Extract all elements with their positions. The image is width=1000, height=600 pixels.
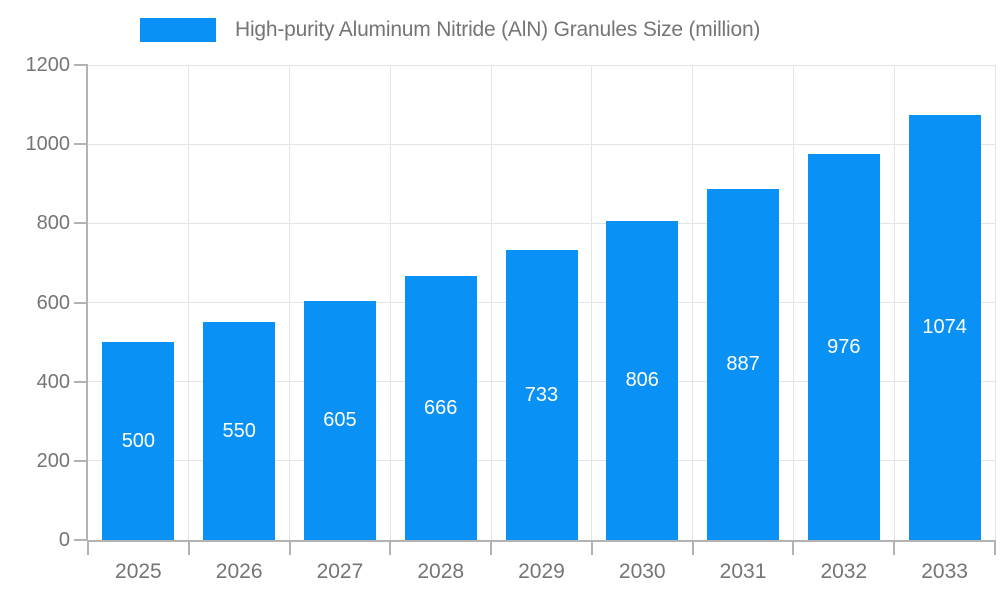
x-axis-tick-label: 2025 [115, 560, 162, 583]
legend-swatch-icon [140, 18, 216, 42]
bar-value-label: 887 [726, 353, 760, 376]
y-axis-tick [74, 143, 88, 146]
x-axis-tick-label: 2033 [921, 560, 968, 583]
v-gridline [994, 65, 996, 540]
bar-value-label: 500 [121, 430, 156, 453]
x-axis-tick [994, 540, 996, 555]
legend-label: High-purity Aluminum Nitride (AlN) Granu… [235, 18, 761, 41]
y-axis-tick [74, 539, 88, 541]
bar-value-label: 1074 [922, 316, 967, 339]
bar-value-label: 806 [625, 369, 659, 392]
bar-2028[interactable] [404, 276, 477, 540]
bar-value-label: 605 [323, 409, 357, 432]
legend-item[interactable]: High-purity Aluminum Nitride (AlN) Granu… [140, 18, 760, 42]
bar-value-label: 550 [222, 420, 256, 443]
y-axis-tick [74, 380, 88, 383]
y-axis-tick-label: 400 [36, 370, 70, 393]
bar-value-label: 976 [827, 335, 861, 358]
v-gridline [792, 65, 794, 540]
x-axis-tick-label: 2030 [618, 560, 666, 583]
v-gridline [893, 65, 895, 540]
y-axis-line [86, 65, 88, 540]
v-gridline [692, 65, 694, 540]
bar-2027[interactable] [303, 300, 376, 540]
h-gridline [88, 143, 995, 145]
h-gridline [88, 64, 995, 66]
x-axis-tick [87, 540, 89, 555]
y-axis-tick [74, 301, 88, 304]
x-axis-tick [187, 540, 190, 555]
x-axis-tick-label: 2032 [820, 560, 868, 583]
bar-2032[interactable] [807, 153, 880, 540]
x-axis-tick-label: 2029 [518, 560, 565, 583]
x-axis-tick-label: 2031 [719, 560, 767, 583]
x-axis-tick-label: 2027 [316, 560, 364, 583]
v-gridline [289, 65, 291, 540]
x-axis-tick [792, 540, 795, 555]
v-gridline [389, 65, 391, 540]
bar-2029[interactable] [505, 249, 578, 540]
bar-value-label: 733 [524, 383, 559, 406]
y-axis-tick-label: 1000 [25, 133, 71, 156]
y-axis-tick-label: 0 [58, 529, 70, 551]
x-axis-tick [893, 540, 896, 555]
x-axis-tick-label: 2028 [417, 560, 465, 583]
x-axis-tick-label: 2026 [215, 560, 263, 583]
bar-2030[interactable] [606, 220, 679, 540]
y-axis-tick [74, 459, 88, 462]
v-gridline [591, 65, 593, 540]
v-gridline [490, 65, 492, 540]
x-axis-tick [490, 540, 493, 555]
y-axis-tick-label: 600 [36, 291, 70, 314]
y-axis-tick-label: 1200 [25, 54, 71, 76]
bar-2026[interactable] [203, 322, 276, 540]
y-axis-tick-label: 800 [36, 212, 70, 235]
x-axis-line [88, 540, 995, 542]
x-axis-tick [389, 540, 392, 555]
x-axis-tick [590, 540, 593, 555]
y-axis-tick-label: 200 [36, 449, 70, 472]
x-axis-tick [691, 540, 694, 555]
y-axis-tick [74, 64, 88, 66]
h-gridline [88, 222, 995, 224]
bar-2025[interactable] [102, 342, 175, 540]
bar-value-label: 666 [424, 397, 458, 420]
v-gridline [188, 65, 190, 540]
bar-2031[interactable] [707, 188, 780, 540]
y-axis-tick [74, 222, 88, 225]
x-axis-tick [288, 540, 291, 555]
bar-2033[interactable] [908, 114, 981, 540]
